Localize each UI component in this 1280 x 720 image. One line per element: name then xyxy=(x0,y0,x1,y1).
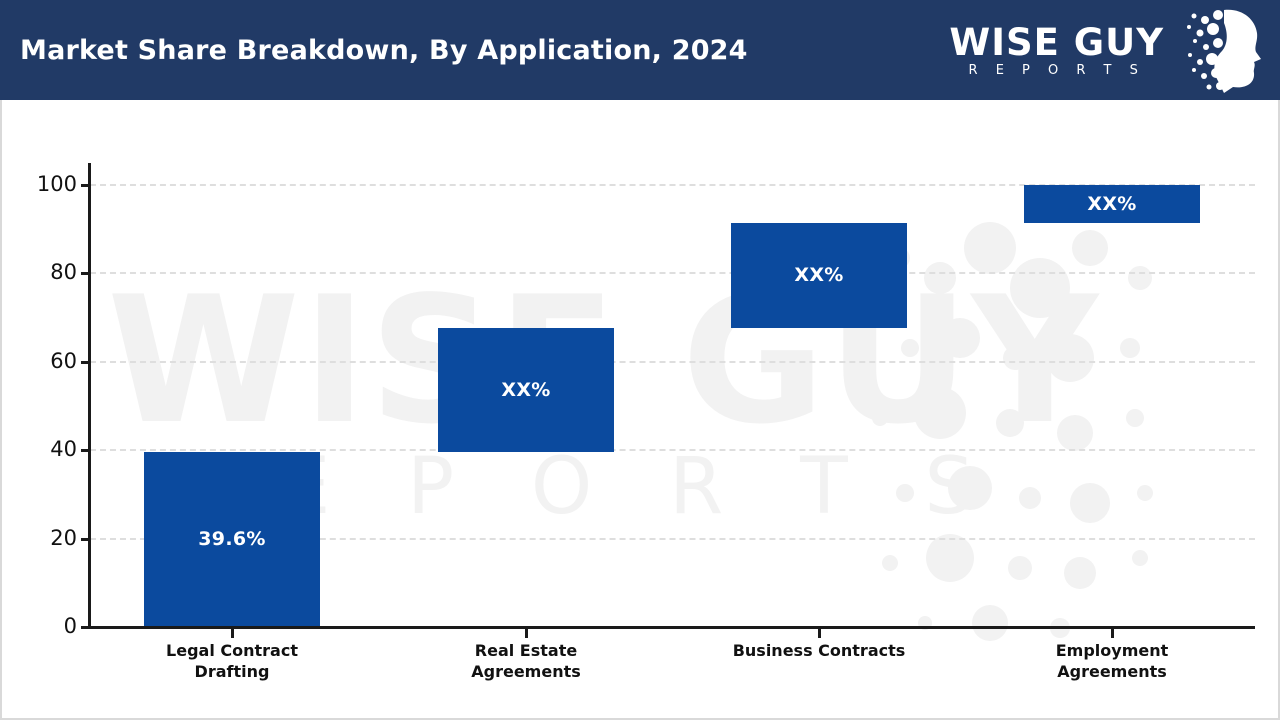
x-axis-category-label: Real Estate Agreements xyxy=(471,641,581,681)
bar-segment: XX% xyxy=(731,223,907,328)
page-title: Market Share Breakdown, By Application, … xyxy=(20,34,748,66)
dotted-face-profile-icon xyxy=(1187,9,1261,93)
header-bar: Market Share Breakdown, By Application, … xyxy=(0,0,1280,100)
bar-value-label: XX% xyxy=(794,264,844,287)
bar-segment: XX% xyxy=(1024,185,1200,223)
gridline xyxy=(90,360,1255,363)
bar-segment: 39.6% xyxy=(144,451,320,627)
bar-value-label: XX% xyxy=(1087,193,1137,215)
wise-guy-logo: WISE GUY R E P O R T S xyxy=(949,7,1262,93)
y-axis-tick xyxy=(81,449,90,453)
gridline xyxy=(90,449,1255,452)
y-axis-tick-label: 0 xyxy=(63,614,77,638)
gridline xyxy=(90,537,1255,540)
bar-value-label: XX% xyxy=(501,378,551,401)
x-axis-category-label: Employment Agreements xyxy=(1055,641,1169,681)
logo-wordmark: WISE GUY xyxy=(949,20,1164,64)
y-axis-tick-label: 100 xyxy=(36,172,77,196)
x-axis-tick xyxy=(1111,629,1114,638)
x-axis-line xyxy=(88,626,1255,629)
x-axis-category-label: Legal Contract Drafting xyxy=(166,641,298,681)
y-axis-tick xyxy=(81,360,90,364)
gridline xyxy=(90,184,1255,186)
logo-text: WISE GUY R E P O R T S xyxy=(949,24,1164,77)
x-axis-tick xyxy=(818,629,821,638)
y-axis-tick xyxy=(81,537,90,541)
x-axis-category-label: Business Contracts xyxy=(732,641,906,660)
logo-subtitle: R E P O R T S xyxy=(968,62,1145,78)
chart-area: WISE GUY R E P O R T S 0 20 40 60 80 100 39.6%… xyxy=(0,100,1280,720)
y-axis-tick-label: 20 xyxy=(50,525,77,550)
y-axis-tick xyxy=(81,626,90,629)
bar-segment: XX% xyxy=(438,327,614,452)
y-axis-tick-label: 60 xyxy=(50,348,77,373)
y-axis-line xyxy=(88,163,91,629)
bar-value-label: 39.6% xyxy=(198,528,266,551)
x-axis-tick xyxy=(231,629,234,638)
x-axis-tick xyxy=(525,629,528,638)
y-axis-tick xyxy=(81,184,90,187)
y-axis-tick xyxy=(81,272,90,276)
y-axis-tick-label: 80 xyxy=(50,260,77,285)
gridline xyxy=(90,272,1255,275)
y-axis-tick-label: 40 xyxy=(50,437,77,462)
